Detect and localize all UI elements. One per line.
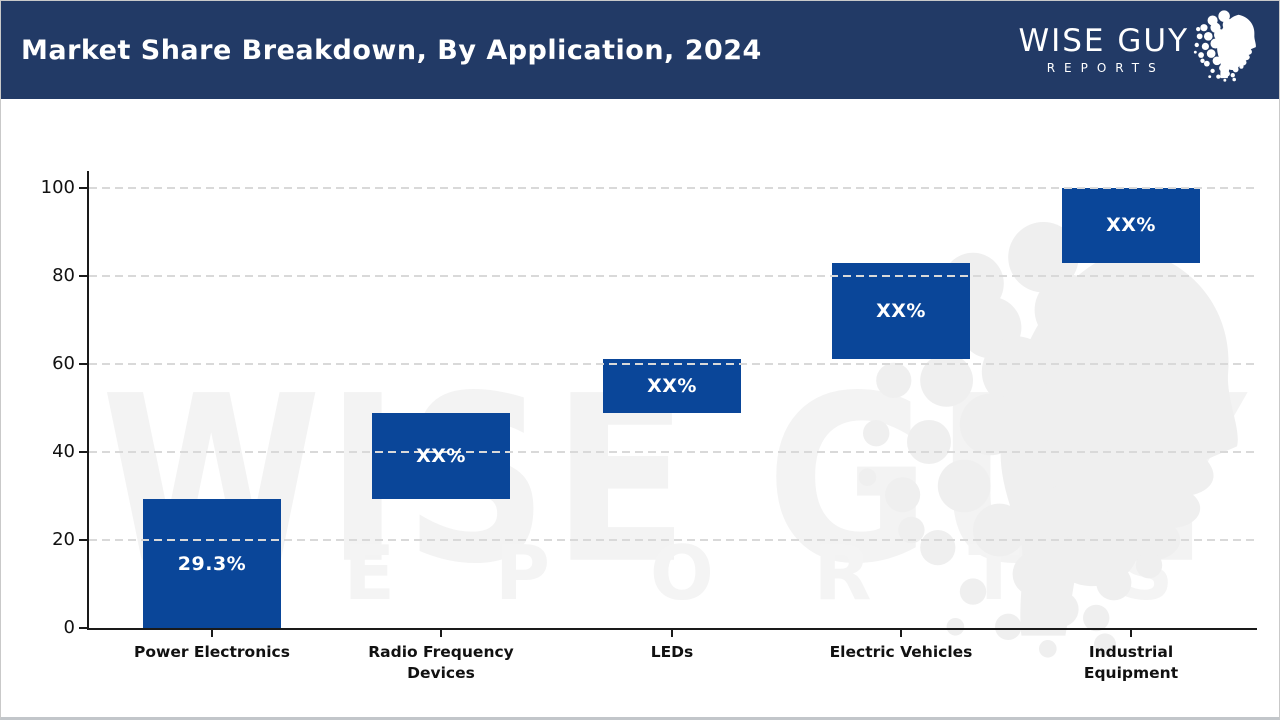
bar-value-label: XX% (416, 444, 466, 467)
y-tick-mark (79, 539, 87, 541)
x-tick-mark (900, 630, 902, 637)
x-axis-line (87, 628, 1257, 630)
bar (372, 412, 510, 500)
x-tick-mark (211, 630, 213, 637)
x-category-label: LEDs (650, 643, 694, 661)
x-category-label: Electric Vehicles (829, 643, 973, 661)
bar-value-label: XX% (876, 299, 926, 322)
bar (1062, 188, 1200, 263)
bar (603, 358, 741, 413)
chart-canvas: WISE GUY REPORTS 0 20 40 60 80 100 29.3% XX% XX%… (1, 99, 1279, 717)
x-tick-mark (1130, 630, 1132, 637)
bar-value-label: 29.3% (177, 552, 247, 575)
page-title: Market Share Breakdown, By Application, … (21, 34, 762, 66)
gridline (89, 275, 1257, 277)
y-tick-mark (79, 363, 87, 365)
bar-value-label: XX% (1106, 214, 1156, 237)
gridline (89, 187, 1257, 189)
x-category-label: Radio Frequency Devices (368, 643, 514, 682)
x-category-label: Industrial Equipment (1083, 643, 1179, 682)
watermark-dotted-head-icon (841, 219, 1279, 713)
wise-guy-logo: WISE GUY REPORTS (1018, 7, 1263, 93)
header-bar: Market Share Breakdown, By Application, … (1, 1, 1279, 99)
y-tick-mark (79, 275, 87, 277)
x-category-label: Power Electronics (134, 643, 290, 661)
x-tick-mark (440, 630, 442, 637)
bar (832, 262, 970, 359)
bar-value-label: XX% (647, 374, 697, 397)
gridline (89, 363, 1257, 365)
y-tick-mark (79, 451, 87, 453)
logo-text: WISE GUY REPORTS (1018, 22, 1189, 75)
x-tick-mark (671, 630, 673, 637)
y-tick-label: 0 (63, 617, 75, 638)
y-tick-label: 100 (40, 177, 75, 198)
gridline (89, 451, 1257, 453)
dotted-head-logo-icon (1191, 7, 1263, 93)
y-tick-mark (79, 187, 87, 189)
y-axis-line (87, 171, 89, 630)
logo-wordmark: WISE GUY (1018, 22, 1189, 59)
logo-subtitle: REPORTS (1046, 60, 1165, 75)
bar (143, 499, 281, 628)
y-tick-mark (79, 627, 87, 629)
gridline (89, 539, 1257, 541)
y-tick-label: 20 (52, 529, 75, 550)
y-tick-label: 60 (52, 353, 75, 374)
y-tick-label: 80 (52, 265, 75, 286)
y-tick-label: 40 (52, 441, 75, 462)
